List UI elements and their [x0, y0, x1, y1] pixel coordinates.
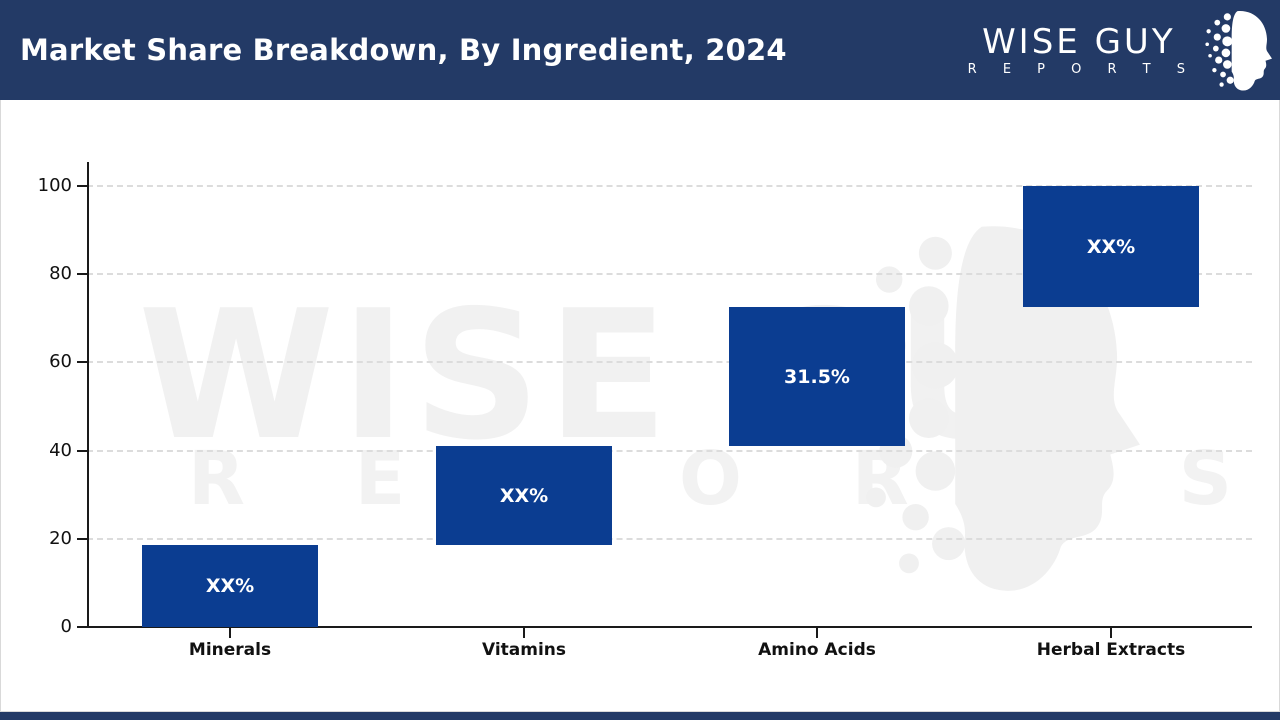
wise-guy-head-icon [1205, 11, 1272, 91]
y-tick-label-60: 60 [49, 351, 72, 373]
x-category-label-2: Amino Acids [758, 640, 876, 660]
bar-value-label: XX% [205, 575, 255, 598]
x-tick-3 [1110, 628, 1112, 638]
y-tick-label-80: 80 [49, 263, 72, 285]
bar-herbal-extracts: XX% [1023, 186, 1199, 308]
y-tick-40 [77, 449, 87, 452]
brand-logo-text: WISE GUY R E P O R T S [962, 24, 1196, 77]
bar-minerals: XX% [142, 545, 318, 627]
bar-value-label: XX% [1086, 235, 1136, 258]
y-tick-20 [77, 537, 87, 540]
bar-amino-acids: 31.5% [729, 307, 905, 447]
gridline-80 [87, 273, 1252, 276]
x-tick-1 [523, 628, 525, 638]
x-category-label-1: Vitamins [481, 640, 567, 660]
brand-name: WISE GUY [982, 21, 1176, 62]
y-axis-line [87, 162, 89, 628]
footer-bar [0, 712, 1280, 720]
x-tick-2 [816, 628, 818, 638]
gridline-60 [87, 361, 1252, 364]
chart-title: Market Share Breakdown, By Ingredient, 2… [20, 33, 787, 67]
x-category-label-3: Herbal Extracts [1036, 640, 1186, 660]
y-tick-60 [77, 361, 87, 364]
y-tick-label-100: 100 [37, 175, 72, 196]
gridline-40 [87, 449, 1252, 452]
bar-value-label: 31.5% [784, 365, 850, 388]
y-tick-label-40: 40 [49, 439, 72, 461]
y-tick-label-0: 0 [60, 616, 72, 637]
brand-subtitle: R E P O R T S [967, 61, 1196, 77]
y-tick-label-20: 20 [49, 527, 72, 549]
bar-value-label: XX% [499, 484, 549, 507]
gridline-20 [87, 537, 1252, 540]
x-axis-line [87, 626, 1252, 628]
bar-vitamins: XX% [436, 446, 612, 546]
brand-logo: WISE GUY R E P O R T S [962, 0, 1272, 100]
y-tick-0 [77, 626, 87, 628]
x-tick-0 [229, 628, 231, 638]
y-tick-100 [77, 185, 87, 187]
y-tick-80 [77, 273, 87, 276]
header-bar: Market Share Breakdown, By Ingredient, 2… [0, 0, 1280, 100]
x-category-label-0: Minerals [188, 640, 272, 660]
gridline-100 [87, 185, 1252, 187]
